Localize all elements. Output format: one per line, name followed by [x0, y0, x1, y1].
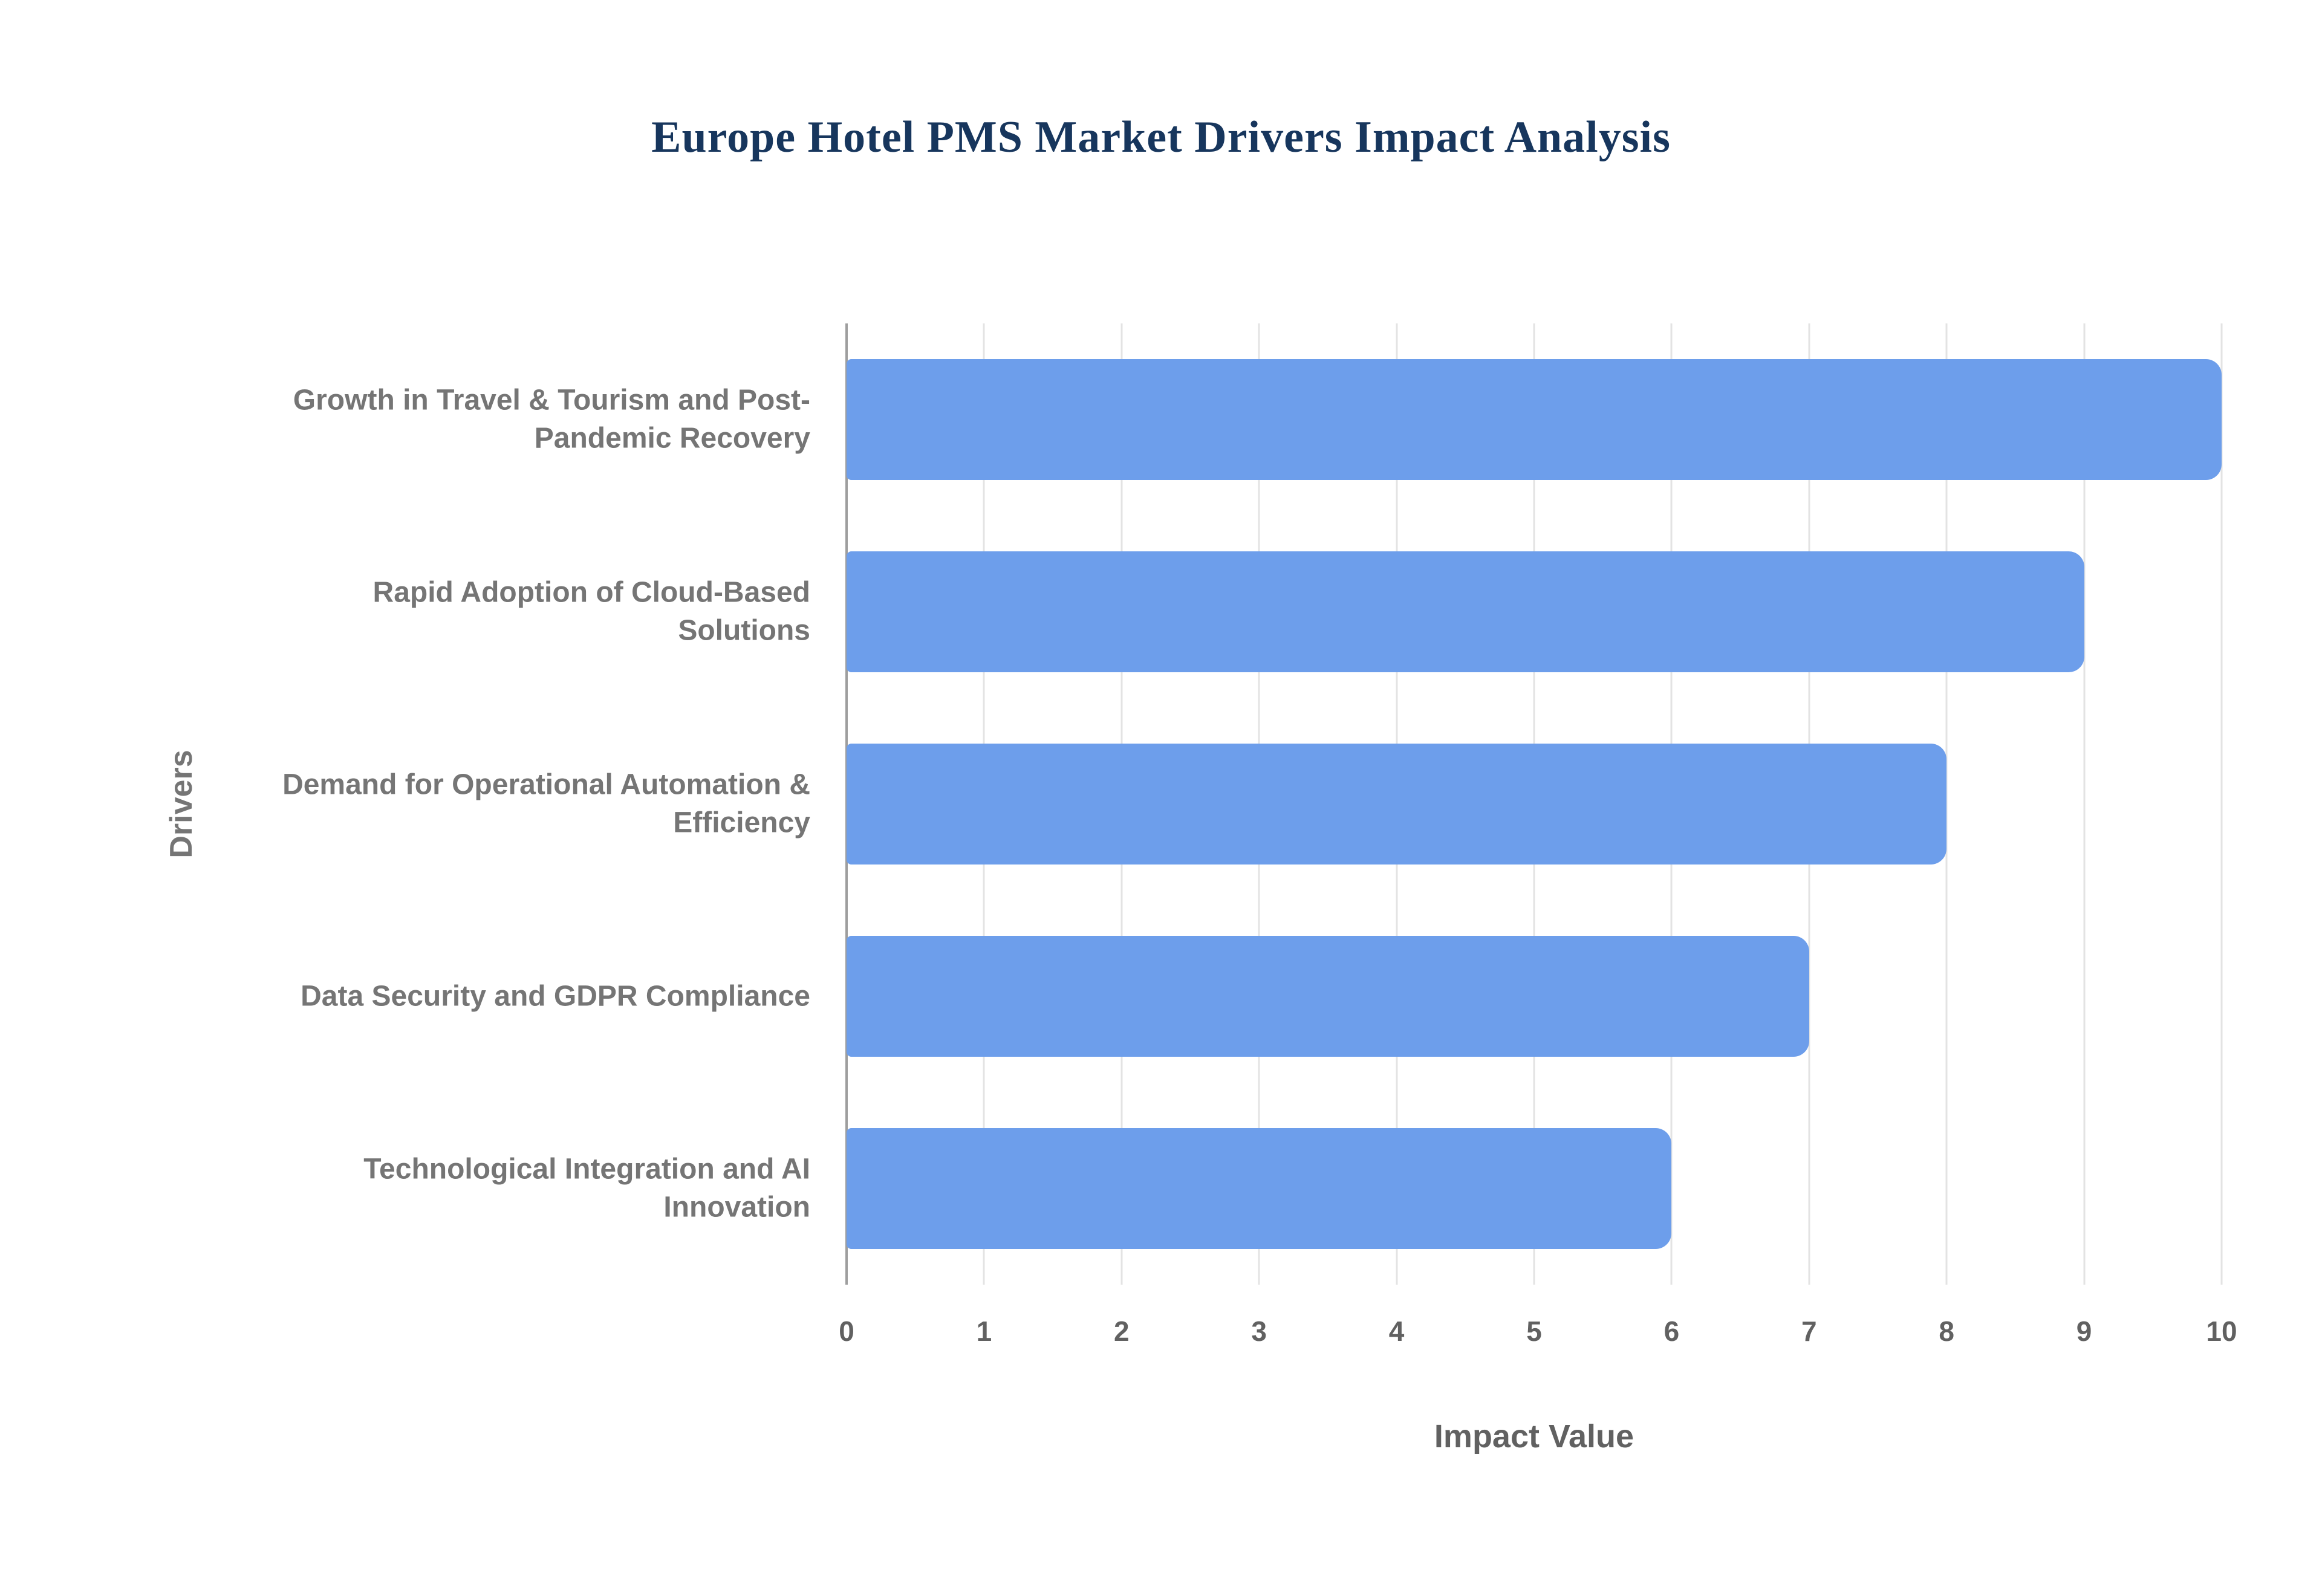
bar-2 [847, 744, 1947, 864]
x-tick-label: 4 [1388, 1315, 1405, 1347]
x-tick-label: 9 [2076, 1315, 2092, 1347]
category-label-3: Data Security and GDPR Compliance [301, 980, 810, 1013]
x-axis-ticks: 0 1 2 3 4 5 6 7 8 9 10 [839, 1315, 2237, 1363]
gridline [2220, 323, 2223, 1285]
x-tick-label: 0 [839, 1315, 854, 1347]
x-tick-label: 3 [1251, 1315, 1267, 1347]
x-tick-label: 5 [1526, 1315, 1542, 1347]
bar-3 [847, 936, 1809, 1057]
x-tick-label: 2 [1114, 1315, 1130, 1347]
category-label-1: Rapid Adoption of Cloud-Based Solutions [372, 576, 810, 647]
plot-area [845, 323, 2223, 1285]
x-tick-label: 7 [1801, 1315, 1817, 1347]
bar-4 [847, 1128, 1672, 1249]
y-axis-title: Drivers [164, 750, 199, 858]
x-tick-label: 6 [1663, 1315, 1680, 1347]
category-label-0: Growth in Travel & Tourism and Post-Pand… [293, 384, 810, 455]
category-label-4: Technological Integration and AI Innovat… [363, 1153, 810, 1224]
gridline [2083, 323, 2086, 1285]
x-axis-title: Impact Value [1434, 1418, 1634, 1455]
bar-0 [847, 359, 2222, 480]
bar-1 [847, 551, 2084, 672]
chart-title: Europe Hotel PMS Market Drivers Impact A… [651, 112, 1671, 162]
x-tick-label: 10 [2206, 1315, 2237, 1347]
x-tick-label: 8 [1939, 1315, 1954, 1347]
x-tick-label: 1 [976, 1315, 992, 1347]
gridline [1945, 323, 1948, 1285]
category-labels: Growth in Travel & Tourism and Post-Pand… [254, 323, 810, 1285]
category-label-2: Demand for Operational Automation & Effi… [282, 768, 810, 839]
